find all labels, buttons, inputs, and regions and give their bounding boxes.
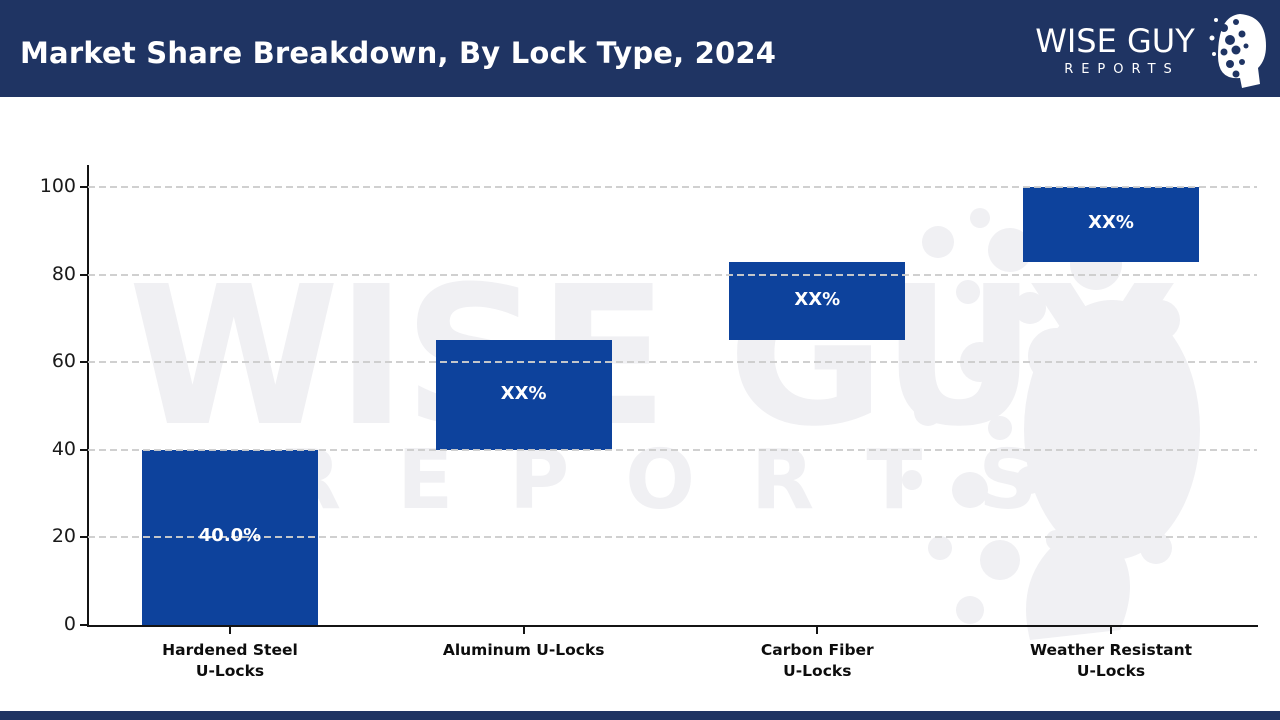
- x-tick-mark: [816, 627, 819, 634]
- bar-value-label: XX%: [500, 383, 547, 405]
- header-bar: Market Share Breakdown, By Lock Type, 20…: [0, 0, 1280, 97]
- y-tick-label: 80: [51, 262, 76, 285]
- y-tick-mark: [80, 186, 87, 188]
- x-tick-mark: [229, 627, 231, 634]
- brand-head-icon: [1209, 14, 1266, 88]
- bar-value-label: XX%: [1088, 212, 1134, 234]
- x-axis-spine: [87, 625, 1258, 627]
- footer-bar: [0, 711, 1280, 720]
- x-tick-mark: [1110, 627, 1112, 634]
- gridline: [88, 273, 1257, 276]
- gridline: [88, 536, 1257, 539]
- y-tick-label: 0: [63, 613, 76, 635]
- y-tick-mark: [80, 536, 87, 539]
- y-tick-mark: [80, 448, 87, 451]
- x-category-label: Carbon Fiber U-Locks: [687, 640, 947, 682]
- chart-title: Market Share Breakdown, By Lock Type, 20…: [20, 36, 777, 70]
- x-category-line: Hardened Steel: [162, 641, 298, 659]
- brand-logo-wordmark: WISE GUY: [1035, 22, 1195, 60]
- bar-value-label: 40.0%: [198, 525, 262, 547]
- x-category-line: Weather Resistant: [1029, 641, 1193, 659]
- y-tick-label: 20: [51, 525, 76, 548]
- x-category-label: Hardened Steel U-Locks: [100, 640, 360, 682]
- y-tick-label: 60: [51, 350, 76, 373]
- bar: [435, 340, 612, 450]
- x-category-label: Aluminum U-Locks: [394, 640, 654, 661]
- x-tick-mark: [522, 627, 525, 634]
- y-tick-mark: [80, 624, 87, 626]
- y-tick-mark: [80, 361, 87, 364]
- x-category-line: U-Locks: [783, 662, 852, 680]
- y-tick-label: 100: [39, 175, 76, 197]
- y-axis-spine: [87, 165, 89, 626]
- x-category-label: Weather Resistant U-Locks: [981, 640, 1241, 682]
- x-category-line: Aluminum U-Locks: [442, 641, 605, 659]
- y-tick-label: 40: [51, 437, 76, 460]
- y-tick-mark: [80, 273, 87, 276]
- x-category-line: U-Locks: [195, 662, 265, 680]
- gridline: [88, 448, 1257, 451]
- brand-logo: WISE GUY REPORTS: [1028, 6, 1268, 92]
- bar: [1023, 187, 1199, 262]
- x-category-line: U-Locks: [1076, 662, 1146, 680]
- gridline: [88, 361, 1257, 364]
- bar-value-label: XX%: [794, 288, 841, 310]
- brand-logo-subtext: REPORTS: [1064, 62, 1180, 77]
- gridline: [88, 186, 1257, 188]
- x-category-line: Carbon Fiber: [760, 641, 874, 659]
